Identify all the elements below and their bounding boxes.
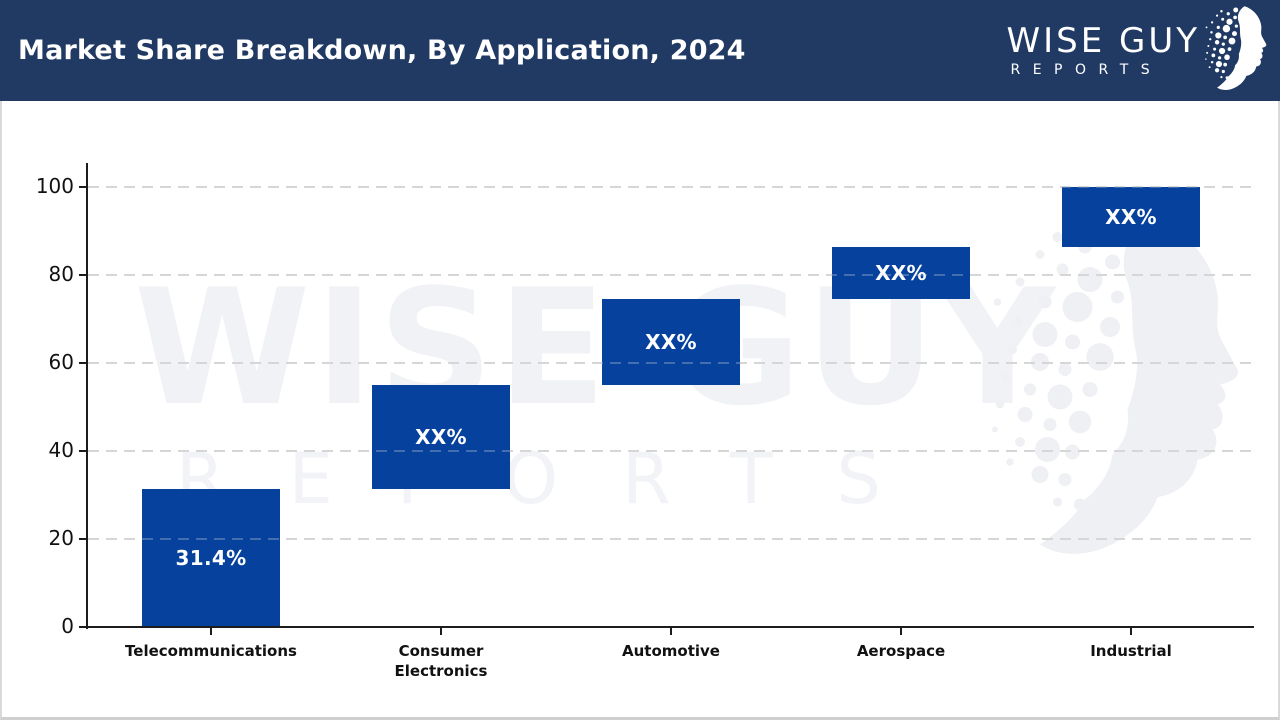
gridline-y-100 — [88, 186, 1254, 188]
bar-value-label: XX% — [645, 330, 697, 355]
logo-face-icon — [1205, 5, 1267, 90]
bar-value-label: XX% — [415, 425, 467, 450]
y-tick-mark — [79, 362, 86, 364]
bar-automotive: XX% — [602, 299, 740, 386]
gridline-y-40 — [88, 450, 1254, 452]
x-tick-mark — [1130, 628, 1132, 635]
x-tick-mark — [900, 628, 902, 635]
x-tick-mark — [670, 628, 672, 635]
gridline-y-80 — [88, 274, 1254, 276]
bar-telecommunications: 31.4% — [142, 488, 280, 627]
watermark-subtitle: REPORTS — [176, 438, 945, 520]
bar-aerospace: XX% — [832, 247, 970, 300]
y-tick-label: 0 — [61, 614, 74, 638]
bar-value-label: 31.4% — [175, 545, 247, 570]
y-tick-mark — [79, 274, 86, 276]
y-tick-mark — [79, 450, 86, 452]
gridline-y-80 — [88, 274, 1254, 276]
x-category-label-line: Automotive — [622, 642, 720, 660]
x-category-label-line: Industrial — [1090, 642, 1172, 660]
gridline-y-100 — [88, 186, 1254, 188]
x-category-label: Consumer Electronics — [326, 641, 556, 681]
x-axis-spine — [86, 626, 1254, 628]
y-tick-label: 20 — [48, 526, 74, 550]
y-axis-spine — [86, 163, 88, 629]
logo-text: WISE GUY REPORTS — [1006, 23, 1200, 78]
x-category-label: Aerospace — [786, 641, 1016, 661]
x-category-label: Industrial — [1016, 641, 1246, 661]
x-category-label-line: Aerospace — [856, 642, 946, 660]
y-tick-mark — [79, 186, 86, 188]
y-tick-label: 60 — [48, 350, 74, 374]
gridline-y-20 — [88, 538, 1254, 540]
x-tick-mark — [440, 628, 442, 635]
watermark-face-icon — [992, 217, 1238, 554]
x-category-label-line: Electronics — [394, 662, 488, 680]
bar-value-label: XX% — [875, 261, 927, 286]
gridline-y-40 — [88, 450, 1254, 452]
x-tick-mark — [210, 628, 212, 635]
page-title: Market Share Breakdown, By Application, … — [18, 35, 746, 66]
gridline-y-60 — [88, 362, 1254, 364]
x-category-label-line: Consumer — [398, 642, 484, 660]
y-tick-mark — [79, 538, 86, 540]
y-tick-label: 100 — [35, 174, 74, 198]
gridline-y-20 — [88, 538, 1254, 540]
x-category-label: Telecommunications — [96, 641, 326, 661]
wiseguy-logo: WISE GUY REPORTS — [1006, 4, 1274, 97]
x-category-label: Automotive — [556, 641, 786, 661]
y-tick-label: 80 — [48, 262, 74, 286]
y-tick-label: 40 — [48, 438, 74, 462]
logo-subtitle: REPORTS — [1010, 62, 1163, 78]
y-tick-mark — [79, 626, 86, 628]
x-category-label-line: Telecommunications — [125, 642, 297, 660]
bar-industrial: XX% — [1062, 187, 1200, 248]
logo-wordmark: WISE GUY — [1006, 21, 1200, 61]
bar-consumer-electronics: XX% — [372, 385, 510, 489]
bar-value-label: XX% — [1105, 205, 1157, 230]
header: Market Share Breakdown, By Application, … — [0, 0, 1280, 101]
